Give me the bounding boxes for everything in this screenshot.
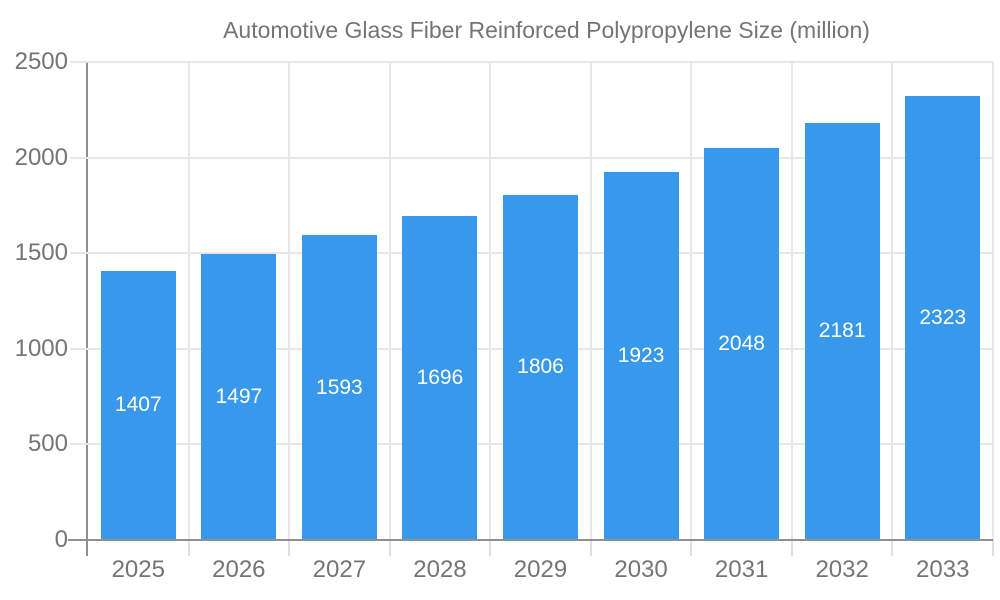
y-tick-label: 0 <box>54 526 68 553</box>
bar-value-label: 1696 <box>416 365 464 389</box>
bar-value-label: 1497 <box>215 384 263 408</box>
y-tick-label: 1000 <box>14 334 68 362</box>
x-axis-tick <box>288 540 291 556</box>
y-axis-line <box>86 62 88 556</box>
gridline-horizontal <box>88 61 993 63</box>
x-tick-label: 2032 <box>815 556 869 583</box>
y-axis-tick <box>70 443 88 446</box>
gridline-vertical <box>589 62 592 540</box>
gridline-vertical <box>992 62 994 540</box>
bar-value-label: 2048 <box>718 332 765 356</box>
x-tick-label: 2030 <box>614 556 668 583</box>
x-tick-label: 2031 <box>714 556 769 583</box>
y-axis-tick <box>70 347 88 350</box>
legend-label: Automotive Glass Fiber Reinforced Polypr… <box>223 16 870 43</box>
x-axis-tick <box>388 540 391 556</box>
gridline-vertical <box>690 62 693 540</box>
bar <box>503 194 578 540</box>
y-axis-tick <box>70 252 88 255</box>
bar <box>402 215 478 540</box>
x-axis-line <box>68 539 993 541</box>
legend-swatch-icon <box>130 17 210 43</box>
gridline-vertical <box>891 62 894 540</box>
y-axis-tick <box>70 156 88 159</box>
gridline-horizontal <box>88 156 993 159</box>
x-tick-label: 2026 <box>212 556 266 583</box>
x-axis-tick <box>790 540 793 556</box>
bar-value-label: 1407 <box>114 393 162 417</box>
x-axis-tick <box>187 540 190 556</box>
bar <box>804 122 880 540</box>
x-tick-label: 2028 <box>413 556 467 583</box>
bar <box>201 253 277 540</box>
gridline-vertical <box>388 62 391 540</box>
bar <box>301 235 377 540</box>
gridline-vertical <box>187 62 190 540</box>
y-tick-label: 2500 <box>14 48 68 75</box>
x-tick-label: 2025 <box>111 556 165 583</box>
x-axis-tick <box>589 540 592 556</box>
x-tick-label: 2027 <box>312 556 367 583</box>
bar <box>603 172 679 540</box>
y-tick-label: 500 <box>27 430 68 458</box>
bar-value-label: 1806 <box>517 355 564 379</box>
bar <box>905 95 981 540</box>
y-axis-tick <box>70 61 88 63</box>
x-axis-tick <box>489 540 492 556</box>
bar-value-label: 1923 <box>617 344 665 368</box>
bar-value-label: 2323 <box>919 305 967 329</box>
x-axis-tick <box>891 540 894 556</box>
bar <box>704 148 780 540</box>
legend: Automotive Glass Fiber Reinforced Polypr… <box>0 14 1000 46</box>
plot-area: 0 500 1000 1500 2000 2500 1407 2025 1497 2026 1593… <box>15 48 994 583</box>
bar-value-label: 2181 <box>818 319 866 343</box>
gridline-vertical <box>288 62 291 540</box>
bar-value-label: 1593 <box>316 375 363 399</box>
y-tick-label: 2000 <box>14 143 68 171</box>
gridline-vertical <box>790 62 793 540</box>
x-axis-tick <box>690 540 693 556</box>
gridline-vertical <box>489 62 492 540</box>
y-tick-label: 1500 <box>14 239 68 267</box>
x-axis-tick <box>992 540 994 556</box>
x-tick-label: 2029 <box>513 556 568 583</box>
x-tick-label: 2033 <box>916 556 970 583</box>
bar <box>100 270 176 540</box>
